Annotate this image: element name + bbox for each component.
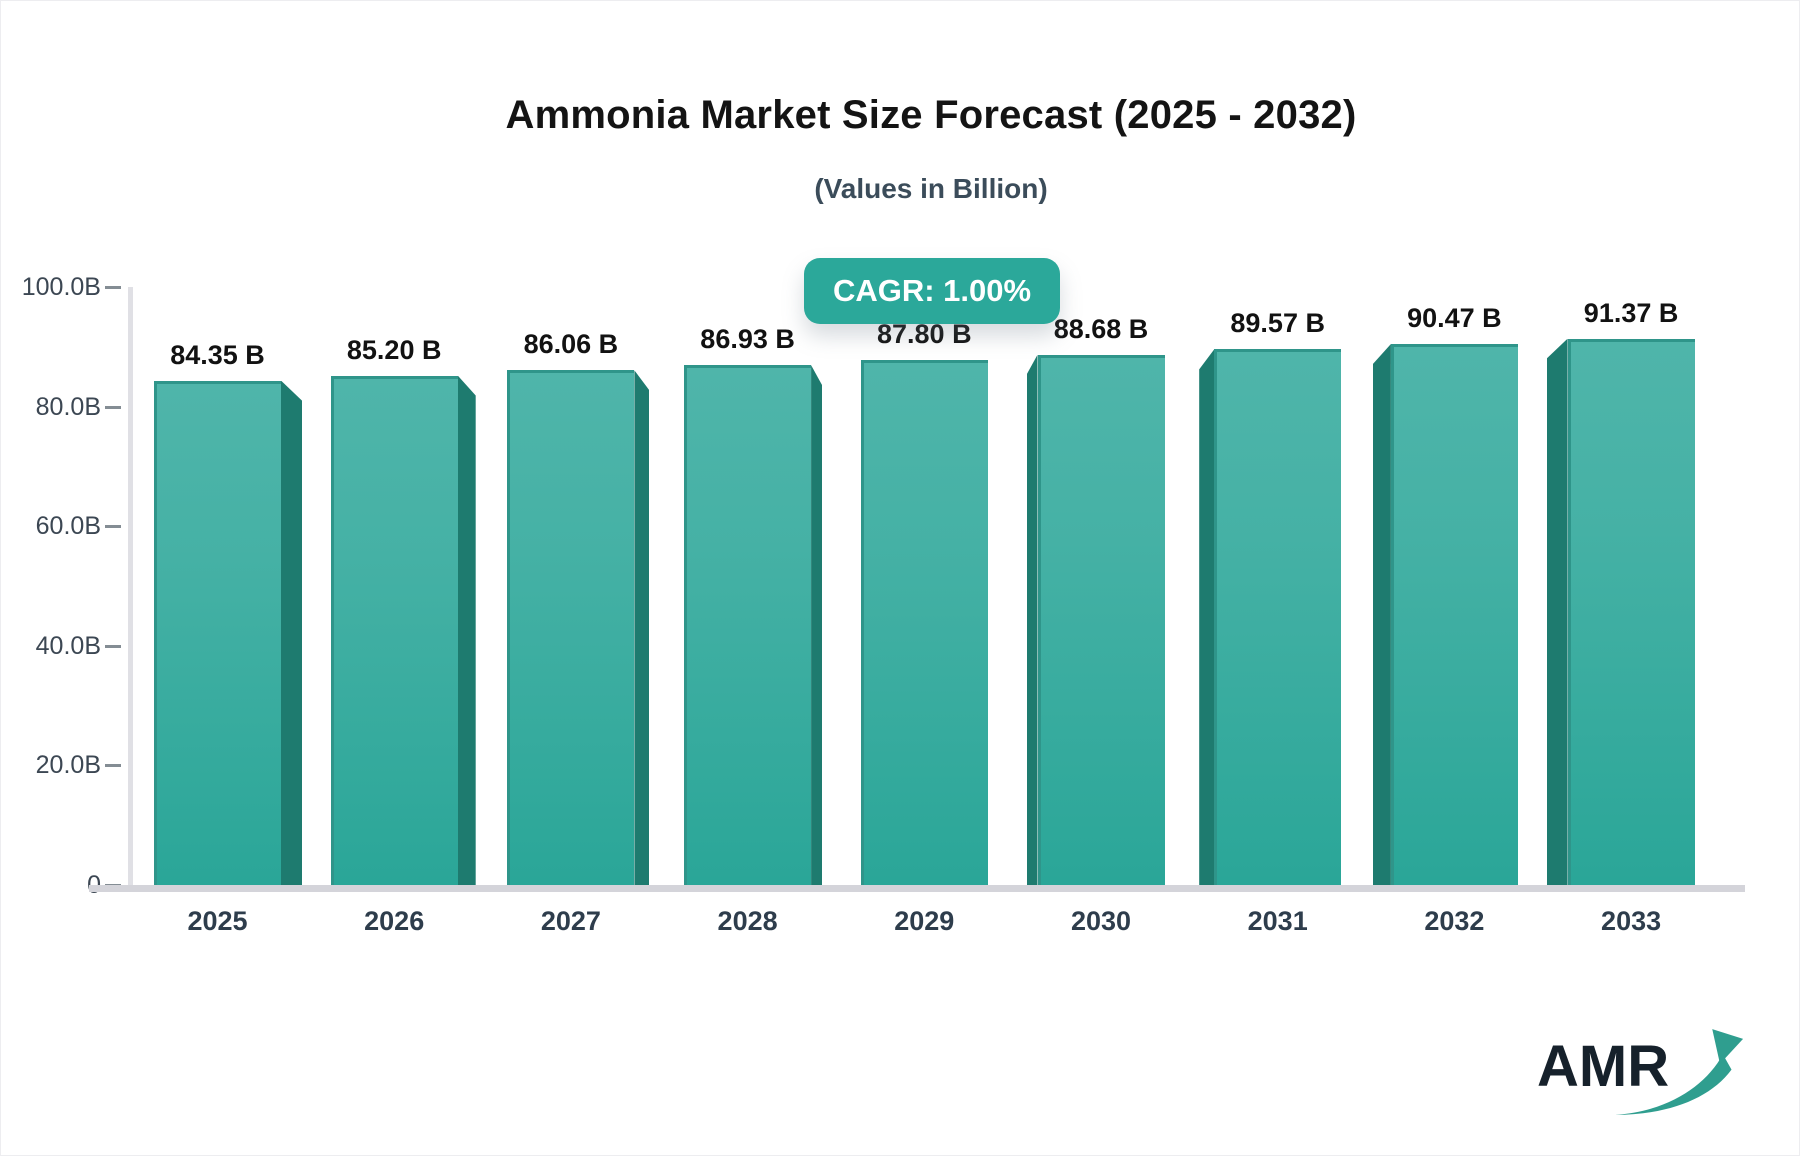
- y-axis-line: [128, 287, 133, 889]
- y-axis-tick-mark: [105, 644, 121, 648]
- bar-2030[interactable]: [1037, 354, 1165, 885]
- y-axis-tick-mark: [105, 525, 121, 529]
- bar-value-label: 89.57 B: [1230, 308, 1325, 339]
- x-axis-tick-label-2028: 2028: [717, 906, 778, 936]
- chart-title: Ammonia Market Size Forecast (2025 - 203…: [505, 93, 1357, 137]
- bar-side-face-2032: [1372, 343, 1391, 885]
- y-axis-tick-label: 40.0B: [35, 631, 101, 660]
- bar-2033[interactable]: [1567, 338, 1695, 885]
- bar-2028[interactable]: [684, 365, 812, 885]
- bar-2025[interactable]: [154, 380, 281, 885]
- y-axis-tick-label: 100.0B: [21, 273, 101, 301]
- bar-side-face-2031: [1199, 349, 1215, 885]
- y-axis-tick-label: 60.0B: [35, 512, 101, 541]
- bar-side-face-2033: [1546, 338, 1568, 885]
- bar-2026[interactable]: [330, 375, 458, 885]
- bar-value-label: 86.93 B: [700, 324, 795, 355]
- x-axis-tick-label-2030: 2030: [1070, 906, 1132, 936]
- bar-value-label: 90.47 B: [1407, 302, 1502, 333]
- x-axis-tick-label-2025: 2025: [187, 906, 248, 936]
- cagr-badge-label: CAGR: 1.00%: [832, 273, 1032, 308]
- amr-logo-text: AMR: [1537, 1034, 1670, 1099]
- bar-side-face-2030: [1026, 354, 1038, 885]
- y-axis-tick-mark: [105, 286, 121, 289]
- bar-2032[interactable]: [1390, 343, 1518, 885]
- bar-side-face-2026: [457, 375, 476, 885]
- x-axis-tick-label-2026: 2026: [364, 906, 425, 936]
- bar-value-label: 84.35 B: [170, 339, 265, 370]
- bar-2031[interactable]: [1214, 349, 1342, 885]
- x-axis-tick-label-2031: 2031: [1247, 906, 1308, 936]
- chart-subtitle: (Values in Billion): [814, 173, 1048, 204]
- bar-side-face-2027: [634, 370, 650, 885]
- bar-value-label: 86.06 B: [523, 329, 619, 360]
- x-axis-tick-label-2032: 2032: [1424, 906, 1485, 936]
- bar-value-label: 91.37 B: [1583, 297, 1679, 328]
- y-axis-tick-mark: [105, 405, 121, 409]
- bar-value-label: 85.20 B: [346, 334, 442, 365]
- growth-arrow-icon: [1615, 1029, 1744, 1115]
- bar-value-label: 88.68 B: [1053, 313, 1149, 344]
- amr-logo: AMR: [1531, 1029, 1751, 1139]
- cagr-badge: CAGR: 1.00%: [804, 258, 1060, 324]
- bar-2027[interactable]: [507, 370, 635, 885]
- y-axis-tick-mark: [105, 764, 121, 768]
- x-axis-baseline: [89, 885, 1745, 892]
- bar-side-face-2025: [281, 380, 302, 885]
- x-axis-tick-label-2033: 2033: [1601, 906, 1662, 936]
- bar-2029[interactable]: [860, 359, 988, 885]
- x-axis-tick-label-2029: 2029: [894, 906, 955, 936]
- y-axis-tick-label: 80.0B: [35, 392, 101, 421]
- y-axis-tick-label: 20.0B: [35, 751, 101, 780]
- x-axis-tick-label-2027: 2027: [540, 906, 601, 936]
- bar-side-face-2028: [811, 365, 823, 885]
